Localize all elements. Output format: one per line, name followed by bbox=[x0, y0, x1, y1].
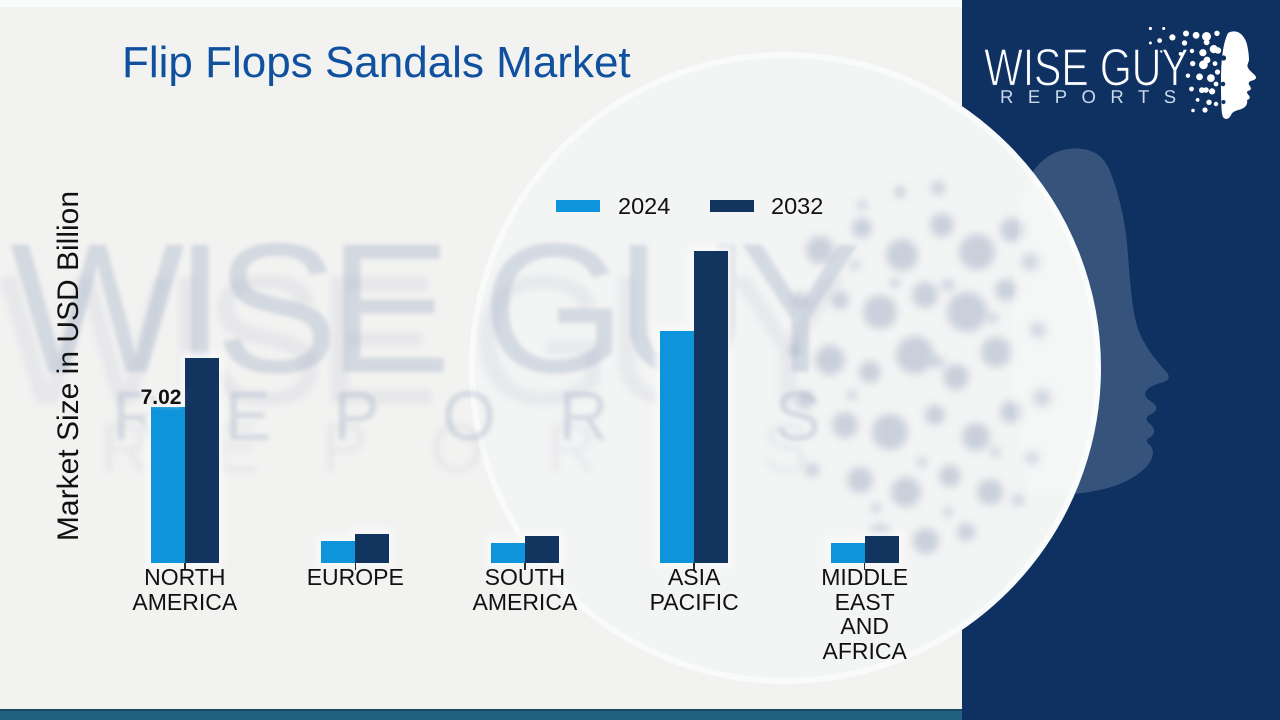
svg-text:REPORTS: REPORTS bbox=[1000, 86, 1191, 107]
svg-text:WISE GUY: WISE GUY bbox=[984, 39, 1188, 98]
